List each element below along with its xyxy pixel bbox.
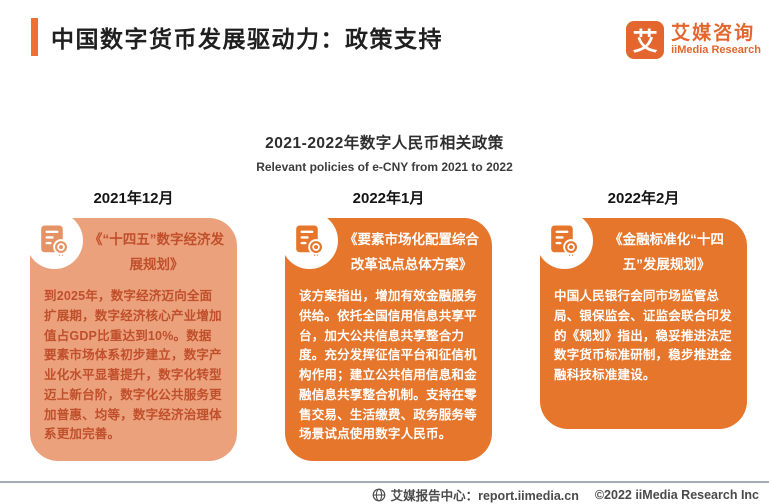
brand-name-en: iiMedia Research (671, 44, 761, 57)
policy-column-2: 2022年1月 《要素市场化配置综合改革试点总体方案》 该方案指出，增加有效金融… (281, 187, 492, 461)
logo-mark-glyph: 艾 (632, 28, 658, 56)
document-seal-icon (26, 212, 83, 269)
iimedia-logo-icon: 艾 (626, 21, 665, 59)
policy-column-1: 2021年12月 《“十四五”数字经济发展规划》 到2025年，数字经济迈向全面… (26, 187, 237, 461)
policy-summary: 到2025年，数字经济迈向全面扩展期，数字经济核心产业增加值占GDP比重达到10… (44, 289, 222, 442)
policy-date: 2021年12月 (93, 190, 174, 207)
policy-card: 《“十四五”数字经济发展规划》 到2025年，数字经济迈向全面扩展期，数字经济核… (26, 212, 237, 461)
policy-date: 2022年2月 (607, 190, 680, 207)
policy-card: 《金融标准化“十四五”发展规划》 中国人民银行会同市场监管总局、银保监会、证监会… (536, 212, 747, 429)
policy-doc-title: 《金融标准化“十四五”发展规划》 (609, 232, 724, 272)
subtitle-english: Relevant policies of e-CNY from 2021 to … (256, 160, 513, 174)
copyright-text: ©2022 iiMedia Research Inc (594, 487, 759, 502)
policy-card: 《要素市场化配置综合改革试点总体方案》 该方案指出，增加有效金融服务供给。依托全… (281, 212, 492, 461)
subtitle-chinese: 2021-2022年数字人民币相关政策 (265, 135, 504, 152)
brand-logo: 艾 艾媒咨询 iiMedia Research (626, 21, 761, 59)
policy-summary: 中国人民银行会同市场监管总局、银保监会、证监会联合印发的《规划》指出，稳妥推进法… (554, 289, 732, 382)
policy-doc-title: 《要素市场化配置综合改革试点总体方案》 (344, 232, 479, 272)
policy-columns: 2021年12月 《“十四五”数字经济发展规划》 到2025年，数字经济迈向全面… (26, 187, 747, 461)
brand-text: 艾媒咨询 iiMedia Research (671, 22, 761, 57)
brand-name-cn: 艾媒咨询 (671, 22, 756, 44)
page-title: 中国数字货币发展驱动力：政策支持 (51, 26, 443, 52)
policy-summary: 该方案指出，增加有效金融服务供给。依托全国信用信息共享平台，加大公共信息共享整合… (299, 289, 477, 442)
document-seal-icon (281, 212, 338, 269)
report-center-link[interactable]: 艾媒报告中心：report.iimedia.cn (390, 489, 579, 503)
section-subtitle: 2021-2022年数字人民币相关政策 Relevant policies of… (0, 131, 769, 174)
policy-doc-title: 《“十四五”数字经济发展规划》 (89, 232, 224, 272)
footer: 艾媒报告中心：report.iimedia.cn ©2022 iiMedia R… (372, 485, 759, 504)
title-accent-bar (31, 18, 38, 56)
policy-date: 2022年1月 (352, 190, 425, 207)
page-header: 中国数字货币发展驱动力：政策支持 (31, 18, 443, 56)
document-seal-icon (536, 212, 593, 269)
footer-divider (0, 481, 769, 483)
policy-column-3: 2022年2月 《金融标准化“十四五”发展规划》 中国人民银行会同市场监管总局、… (536, 187, 747, 461)
globe-icon (372, 488, 386, 502)
